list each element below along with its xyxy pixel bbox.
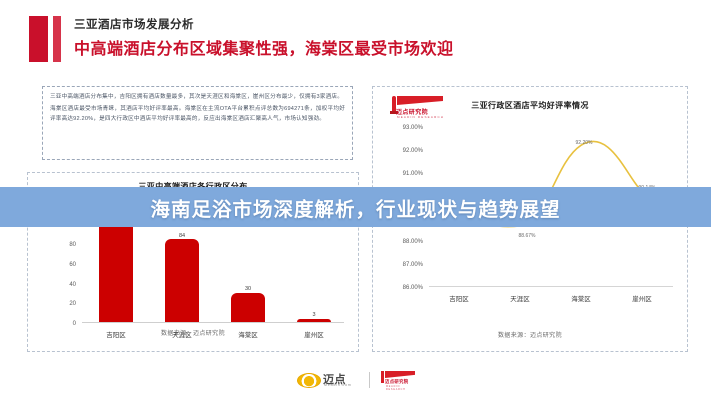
bar-tianya[interactable] <box>165 239 199 322</box>
line-category-haitang: 海棠区 <box>571 296 591 303</box>
summary-paragraph-1: 三亚中高端酒店分布集中，吉阳区拥有酒店数量最多，其次是天涯区和海棠区，崖州区分布… <box>50 94 343 100</box>
bar-ytick-40: 40 <box>69 281 76 288</box>
bar-yazhou[interactable] <box>297 319 331 322</box>
meadin-wordmark-pinyin: Meadin.com <box>324 383 352 387</box>
line-ytick-86: 86.00% <box>402 285 423 291</box>
line-chart-title: 三亚行政区酒店平均好评率情况 <box>471 101 589 110</box>
line-ytick-93: 93.00% <box>402 125 423 131</box>
bar-ytick-0: 0 <box>72 321 76 327</box>
footer-logo-flag-icon <box>385 371 415 378</box>
footer-logo-pinyin: MEADIN RESEARCH <box>386 385 406 391</box>
bar-category-haitang: 海棠区 <box>238 332 258 339</box>
line-category-yazhou: 崖州区 <box>632 296 652 303</box>
meadin-research-logo: 迈点研究院 MEADIN RESEARCH <box>383 95 445 121</box>
logo-pole-icon <box>390 96 398 114</box>
meadin-wordmark: 迈点 <box>323 374 346 386</box>
footer-logo-pole-icon <box>381 371 384 383</box>
line-value-haitang: 92.20% <box>575 140 593 146</box>
bar-ytick-60: 60 <box>69 262 76 268</box>
bar-value-haitang: 30 <box>244 285 252 292</box>
line-category-tianya: 天涯区 <box>510 296 530 303</box>
bar-jiyang[interactable] <box>99 218 133 322</box>
logo-name: 迈点研究院 <box>396 110 429 116</box>
bar-category-jiyang: 吉阳区 <box>106 332 126 339</box>
header-accent-bar-primary <box>29 16 48 62</box>
page-header: 三亚酒店市场发展分析 中高端酒店分布区域集聚性强，海棠区最受市场欢迎 <box>0 8 711 70</box>
bar-ytick-80: 80 <box>69 242 76 249</box>
bar-chart-baseline <box>82 322 344 323</box>
meadin-eye-icon <box>297 373 321 388</box>
page-title: 中高端酒店分布区域集聚性强，海棠区最受市场欢迎 <box>74 41 454 58</box>
footer-research-logo: 迈点研究院 MEADIN RESEARCH <box>377 371 415 391</box>
logo-pinyin: MEADIN RESEARCH <box>397 115 445 119</box>
line-ytick-92: 92.00% <box>402 147 423 154</box>
bar-haitang[interactable] <box>231 292 265 322</box>
bar-chart-source: 数据来源：迈点研究院 <box>160 331 225 337</box>
line-ytick-88: 88.00% <box>402 239 423 246</box>
bar-category-tianya: 天涯区 <box>172 332 192 339</box>
overlay-banner <box>0 187 711 227</box>
summary-textbox: 三亚中高端酒店分布集中，吉阳区拥有酒店数量最多，其次是天涯区和海棠区，崖州区分布… <box>42 86 353 160</box>
bar-ytick-20: 20 <box>69 301 76 308</box>
footer-logos: 迈点 Meadin.com 迈点研究院 MEADIN RESEARCH <box>297 370 415 392</box>
footer-divider <box>369 372 370 388</box>
header-accent-bar-secondary <box>53 16 61 62</box>
line-category-jiyang: 吉阳区 <box>449 296 469 303</box>
footer-logo-name: 迈点研究院 <box>385 379 409 384</box>
line-chart-source: 数据来源：迈点研究院 <box>497 333 562 339</box>
bar-value-tianya: 84 <box>178 232 186 239</box>
bar-value-yazhou: 3 <box>312 312 316 318</box>
line-ytick-87: 87.00% <box>402 262 423 269</box>
summary-paragraph-2: 海棠区酒店最受市场青睐，其酒店平均好评率最高。海棠区在主流OTA平台累积点评总数… <box>50 106 345 122</box>
header-subtitle: 三亚酒店市场发展分析 <box>74 19 194 31</box>
bar-category-yazhou: 崖州区 <box>304 332 324 339</box>
bar-chart-plot: 0 20 40 60 80 100 120 105 84 30 3 吉阳区 天涯… <box>66 203 344 339</box>
line-value-tianya: 88.67% <box>518 233 536 239</box>
line-chart-baseline <box>429 286 673 287</box>
line-ytick-91: 91.00% <box>402 170 423 177</box>
logo-flag-icon <box>397 96 443 105</box>
bar-chart-title: 三亚中高端酒店各行政区分布 <box>28 181 358 192</box>
overlay-banner-title: 海南足浴市场深度解析，行业现状与趋势展望 <box>150 199 561 221</box>
